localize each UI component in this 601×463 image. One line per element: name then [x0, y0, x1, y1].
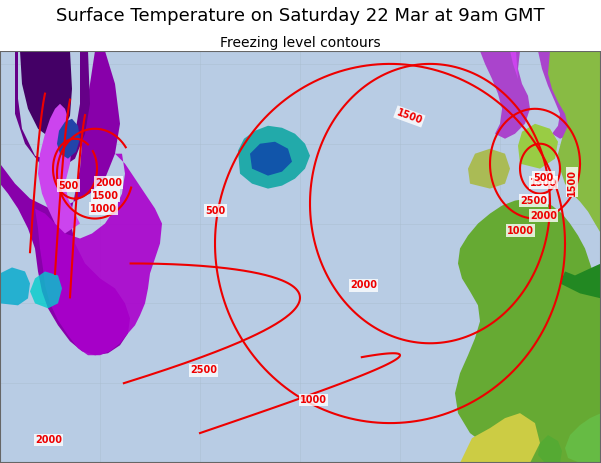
- Text: 1500: 1500: [92, 191, 119, 200]
- Text: 500: 500: [205, 206, 225, 216]
- Polygon shape: [538, 435, 562, 463]
- Polygon shape: [538, 51, 578, 139]
- Polygon shape: [35, 154, 162, 355]
- Polygon shape: [510, 51, 518, 79]
- Polygon shape: [518, 124, 558, 169]
- Text: 2500: 2500: [520, 195, 547, 206]
- Polygon shape: [480, 51, 530, 139]
- Polygon shape: [455, 199, 601, 463]
- Polygon shape: [20, 51, 72, 138]
- Polygon shape: [0, 51, 130, 355]
- Text: 1000: 1000: [90, 204, 117, 213]
- Text: Freezing level contours: Freezing level contours: [220, 36, 381, 50]
- Polygon shape: [548, 51, 601, 233]
- Polygon shape: [250, 142, 292, 175]
- Polygon shape: [460, 413, 540, 463]
- Text: 500: 500: [58, 181, 78, 191]
- Text: 2000: 2000: [530, 211, 557, 220]
- Text: 500: 500: [533, 173, 554, 182]
- Text: 2000: 2000: [95, 178, 122, 188]
- Text: 1500: 1500: [567, 169, 577, 195]
- Polygon shape: [468, 149, 510, 188]
- Text: 1500: 1500: [530, 178, 557, 188]
- Polygon shape: [15, 51, 90, 169]
- Polygon shape: [0, 268, 30, 306]
- Polygon shape: [57, 119, 80, 159]
- Text: 2000: 2000: [35, 435, 62, 445]
- Text: 1500: 1500: [395, 107, 424, 126]
- Polygon shape: [38, 104, 80, 233]
- Polygon shape: [560, 263, 601, 298]
- Text: 1000: 1000: [507, 225, 534, 236]
- Polygon shape: [30, 271, 62, 308]
- Polygon shape: [565, 413, 601, 463]
- Text: Surface Temperature on Saturday 22 Mar at 9am GMT: Surface Temperature on Saturday 22 Mar a…: [56, 6, 545, 25]
- Text: 1000: 1000: [300, 395, 327, 405]
- Polygon shape: [238, 126, 310, 188]
- Text: 2500: 2500: [190, 365, 217, 375]
- Text: 2000: 2000: [350, 281, 377, 290]
